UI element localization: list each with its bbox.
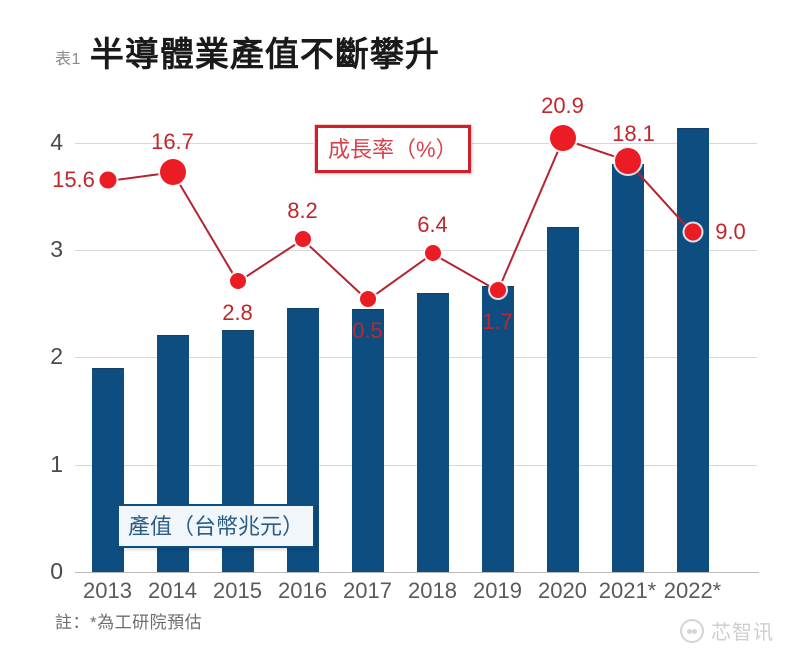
gridline — [75, 357, 757, 359]
data-point-label: 1.7 — [482, 308, 513, 334]
line-segment — [626, 160, 694, 235]
circle-logo-icon — [680, 618, 704, 643]
bar — [351, 309, 384, 572]
data-point-marker — [489, 281, 506, 298]
data-point-marker — [229, 273, 246, 290]
x-axis-label: 2013 — [83, 578, 132, 603]
bar — [611, 164, 644, 572]
data-point-marker — [684, 223, 701, 241]
y-axis-tick-label: 3 — [50, 236, 63, 263]
gridline — [75, 250, 757, 252]
line-segment — [366, 252, 434, 302]
data-point-marker — [99, 171, 116, 189]
data-point-label: 16.7 — [151, 128, 194, 154]
line-segment — [496, 139, 564, 292]
y-axis-tick-label: 1 — [50, 450, 63, 477]
y-axis-tick-label: 4 — [50, 128, 63, 155]
y-axis-tick-label: 2 — [50, 343, 63, 370]
data-point-label: 9.0 — [715, 219, 746, 245]
data-point-marker — [424, 244, 441, 261]
data-point-marker — [159, 158, 186, 185]
bar — [416, 293, 449, 572]
watermark: 芯智讯 — [680, 616, 774, 645]
data-point-marker — [549, 125, 576, 152]
legend-growth-rate: 成長率（%） — [314, 124, 472, 174]
data-point-label: 8.2 — [287, 197, 318, 223]
x-axis-label: 2016 — [278, 578, 327, 603]
figure-number: 表1 — [55, 51, 81, 68]
x-axis-label: 2019 — [473, 578, 522, 603]
x-axis-label: 2021* — [598, 578, 657, 603]
legend-output-value: 產值（台幣兆元） — [117, 504, 316, 548]
data-point-marker — [614, 147, 641, 174]
data-point-label: 6.4 — [417, 211, 448, 237]
page-title: 表1 半導體業產值不斷攀升 — [55, 38, 440, 72]
data-point-label: 0.5 — [352, 318, 383, 344]
gridline — [75, 464, 757, 466]
bar — [546, 226, 579, 572]
chart-title: 半導體業產值不斷攀升 — [89, 36, 440, 74]
bar — [676, 127, 709, 572]
data-point-label: 20.9 — [541, 93, 584, 119]
x-axis-label: 2014 — [148, 578, 197, 603]
x-axis-label: 2017 — [343, 578, 392, 603]
gridline — [75, 572, 759, 573]
footnote: 註：*為工研院預估 — [55, 613, 203, 632]
data-point-label: 18.1 — [612, 120, 655, 146]
data-point-label: 15.6 — [52, 167, 95, 193]
x-axis-label: 2015 — [213, 578, 262, 603]
line-segment — [171, 172, 239, 283]
line-segment — [236, 238, 304, 284]
y-axis-tick-label: 0 — [50, 557, 63, 584]
data-point-marker — [359, 291, 376, 308]
watermark-text: 芯智讯 — [711, 622, 774, 644]
x-axis-label: 2018 — [408, 578, 457, 603]
data-point-label: 2.8 — [222, 300, 253, 326]
x-axis-label: 2022* — [663, 578, 722, 603]
line-series: 15.6 16.7 2.8 8.2 0.5 6.4 1.7 20.9 18.1 9.0 — [52, 93, 746, 572]
x-axis-label: 2020 — [538, 578, 587, 603]
data-point-marker — [294, 230, 311, 247]
line-segment — [301, 238, 369, 302]
line-segment — [431, 252, 499, 292]
bar — [481, 285, 514, 572]
